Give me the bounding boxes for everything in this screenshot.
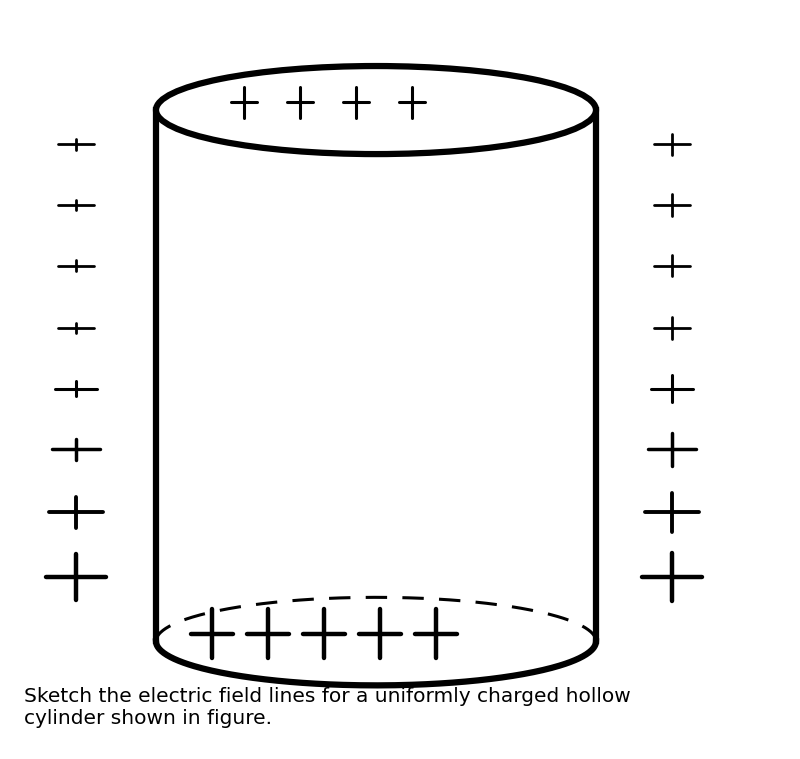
Text: Sketch the electric field lines for a uniformly charged hollow
cylinder shown in: Sketch the electric field lines for a un… [24, 687, 630, 728]
Ellipse shape [156, 66, 596, 154]
